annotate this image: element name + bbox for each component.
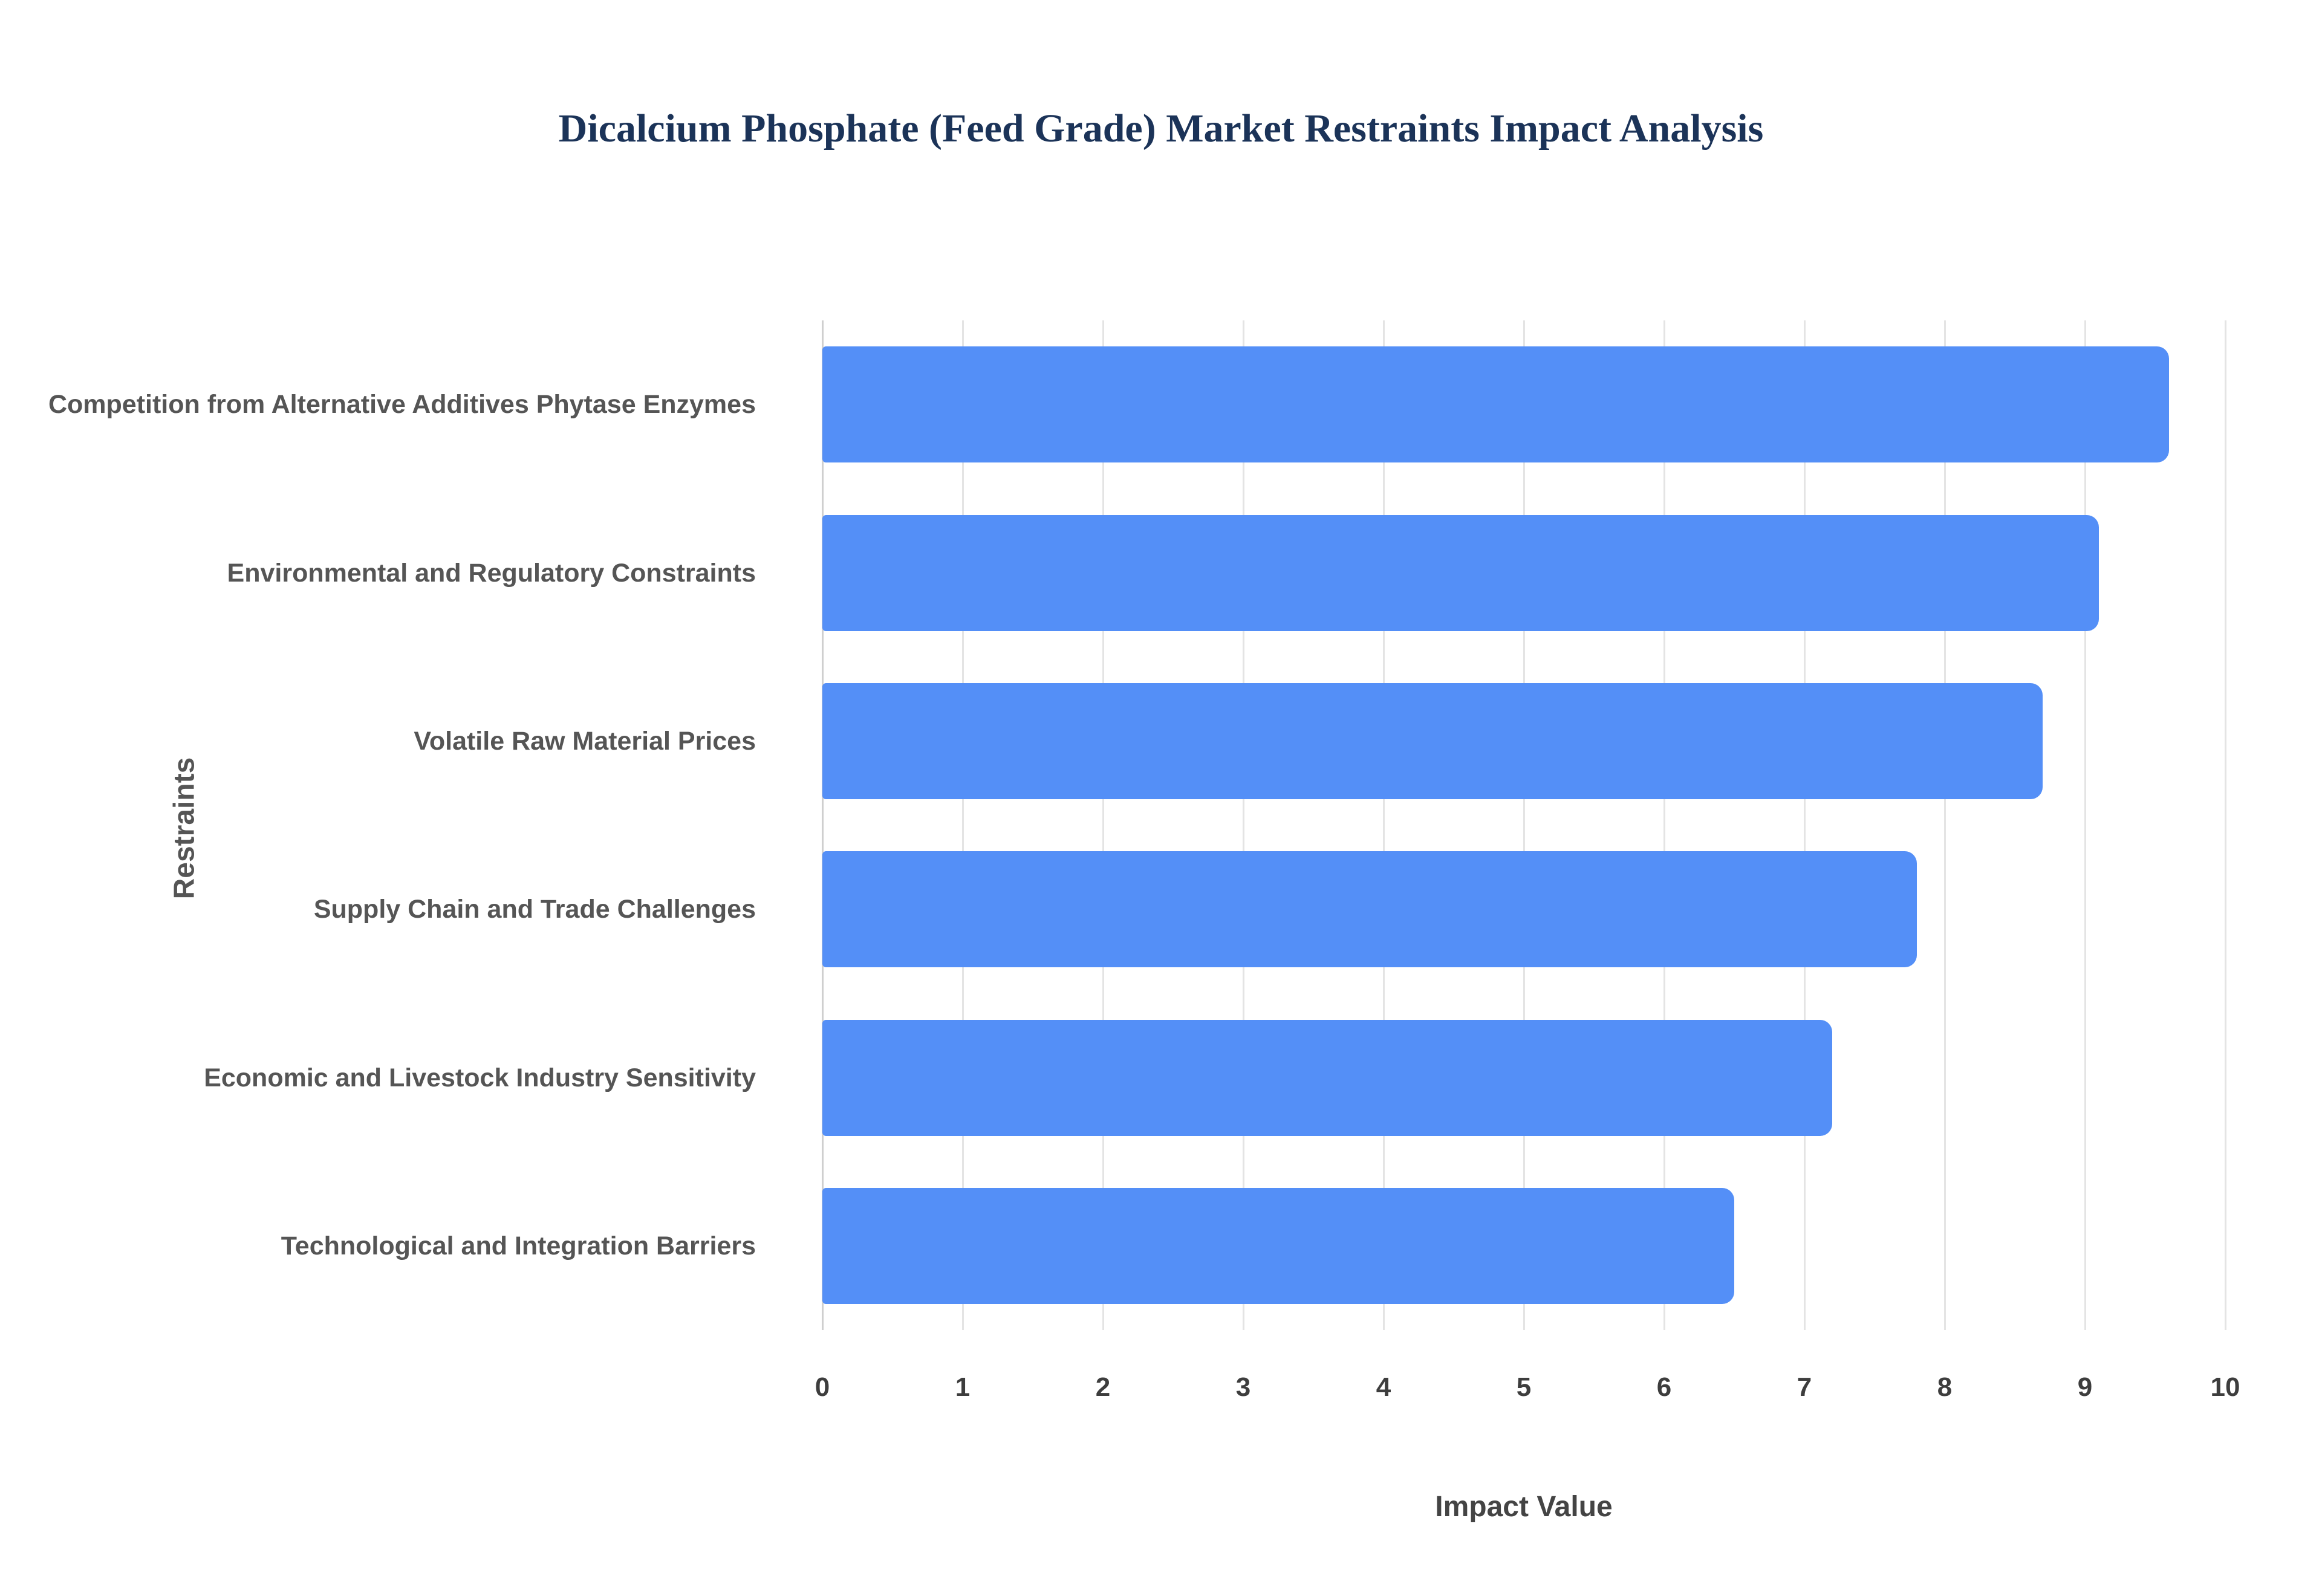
category-label-2: Volatile Raw Material Prices — [414, 726, 756, 756]
bar-4 — [822, 1019, 1833, 1136]
gridline-x-1 — [961, 320, 964, 1330]
category-label-5: Technological and Integration Barriers — [281, 1231, 756, 1260]
x-tick-label-8: 8 — [1937, 1372, 1953, 1402]
x-tick-label-7: 7 — [1797, 1372, 1812, 1402]
bar-5 — [822, 1187, 1734, 1304]
gridline-x-0 — [821, 320, 824, 1330]
y-axis-title: Restraints — [168, 757, 201, 900]
chart-title: Dicalcium Phosphate (Feed Grade) Market … — [558, 106, 1764, 151]
x-tick-label-10: 10 — [2210, 1372, 2240, 1402]
x-tick-label-9: 9 — [2077, 1372, 2093, 1402]
category-label-4: Economic and Livestock Industry Sensitiv… — [204, 1063, 756, 1092]
x-tick-label-2: 2 — [1095, 1372, 1111, 1402]
category-label-1: Environmental and Regulatory Constraints — [227, 558, 756, 588]
bar-1 — [822, 514, 2099, 631]
category-label-0: Competition from Alternative Additives P… — [48, 390, 756, 420]
gridline-x-7 — [1803, 320, 1806, 1330]
gridline-x-4 — [1382, 320, 1385, 1330]
x-tick-label-6: 6 — [1656, 1372, 1672, 1402]
x-tick-label-1: 1 — [955, 1372, 971, 1402]
x-axis-title: Impact Value — [1435, 1491, 1613, 1523]
bar-3 — [822, 851, 1917, 968]
x-tick-label-3: 3 — [1235, 1372, 1251, 1402]
x-tick-label-5: 5 — [1516, 1372, 1532, 1402]
x-tick-label-4: 4 — [1376, 1372, 1391, 1402]
gridline-x-9 — [2084, 320, 2086, 1330]
category-label-3: Supply Chain and Trade Challenges — [313, 895, 756, 924]
gridline-x-5 — [1523, 320, 1525, 1330]
gridline-x-3 — [1242, 320, 1244, 1330]
x-tick-label-0: 0 — [815, 1372, 830, 1402]
bar-0 — [822, 346, 2170, 463]
gridline-x-8 — [1943, 320, 1946, 1330]
gridline-x-10 — [2224, 320, 2226, 1330]
bar-2 — [822, 683, 2043, 799]
gridline-x-2 — [1102, 320, 1104, 1330]
gridline-x-6 — [1663, 320, 1665, 1330]
